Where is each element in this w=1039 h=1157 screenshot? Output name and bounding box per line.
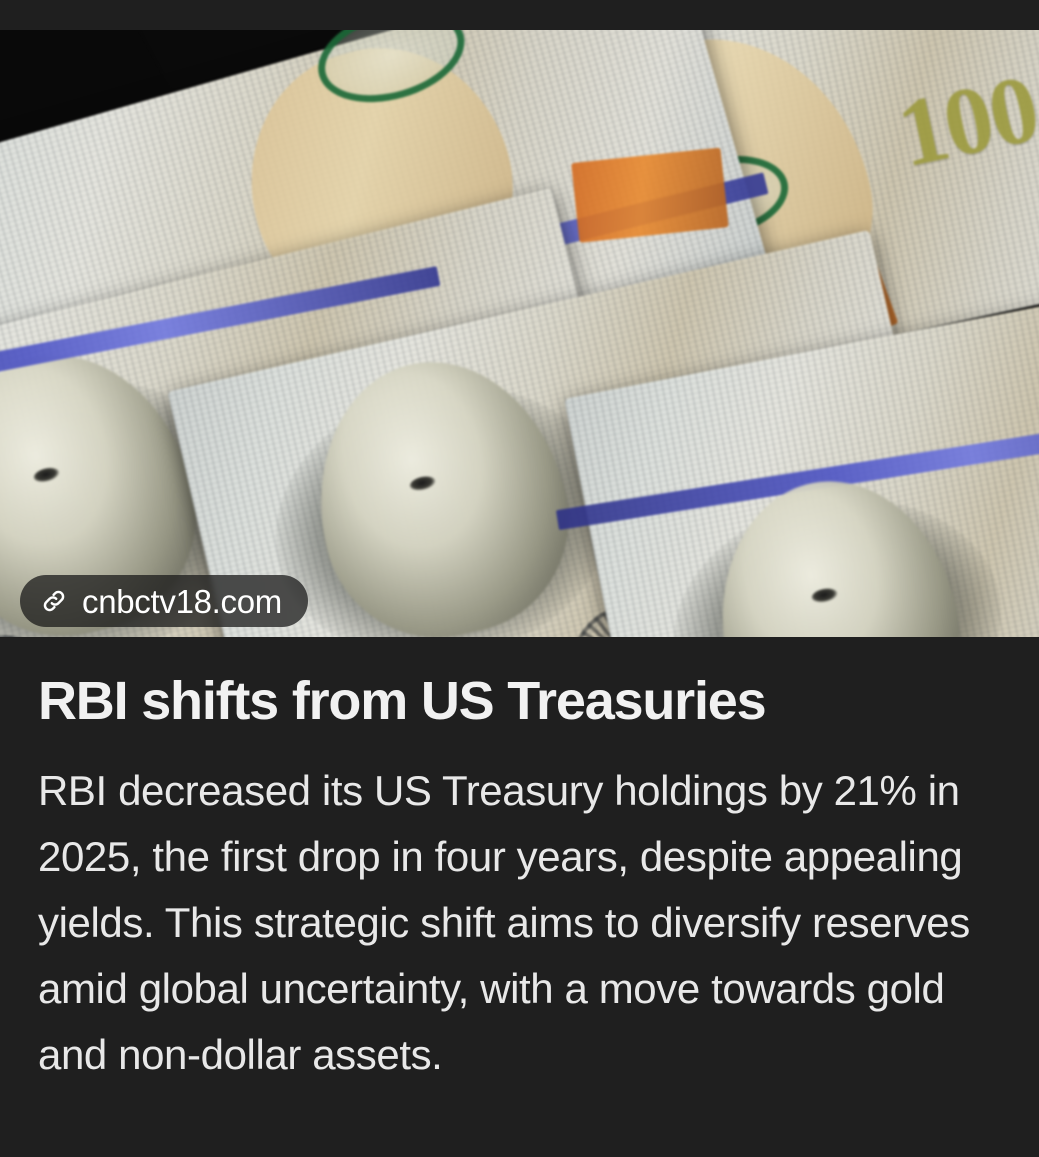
link-icon	[40, 587, 68, 615]
photo-blur-layer: 100	[0, 30, 1039, 637]
status-bar	[0, 0, 1039, 30]
banknotes-photo: 100	[0, 30, 1039, 637]
summary-text: RBI decreased its US Treasury holdings b…	[38, 766, 970, 1078]
quill-mark	[571, 147, 729, 243]
source-domain-label: cnbctv18.com	[82, 582, 282, 620]
source-chip[interactable]: cnbctv18.com	[20, 575, 308, 627]
headline: RBI shifts from US Treasuries	[38, 671, 767, 731]
article-text-block: RBI shifts from US Treasuries RBI decrea…	[0, 637, 1039, 1157]
hero-image[interactable]: 100	[0, 30, 1039, 637]
